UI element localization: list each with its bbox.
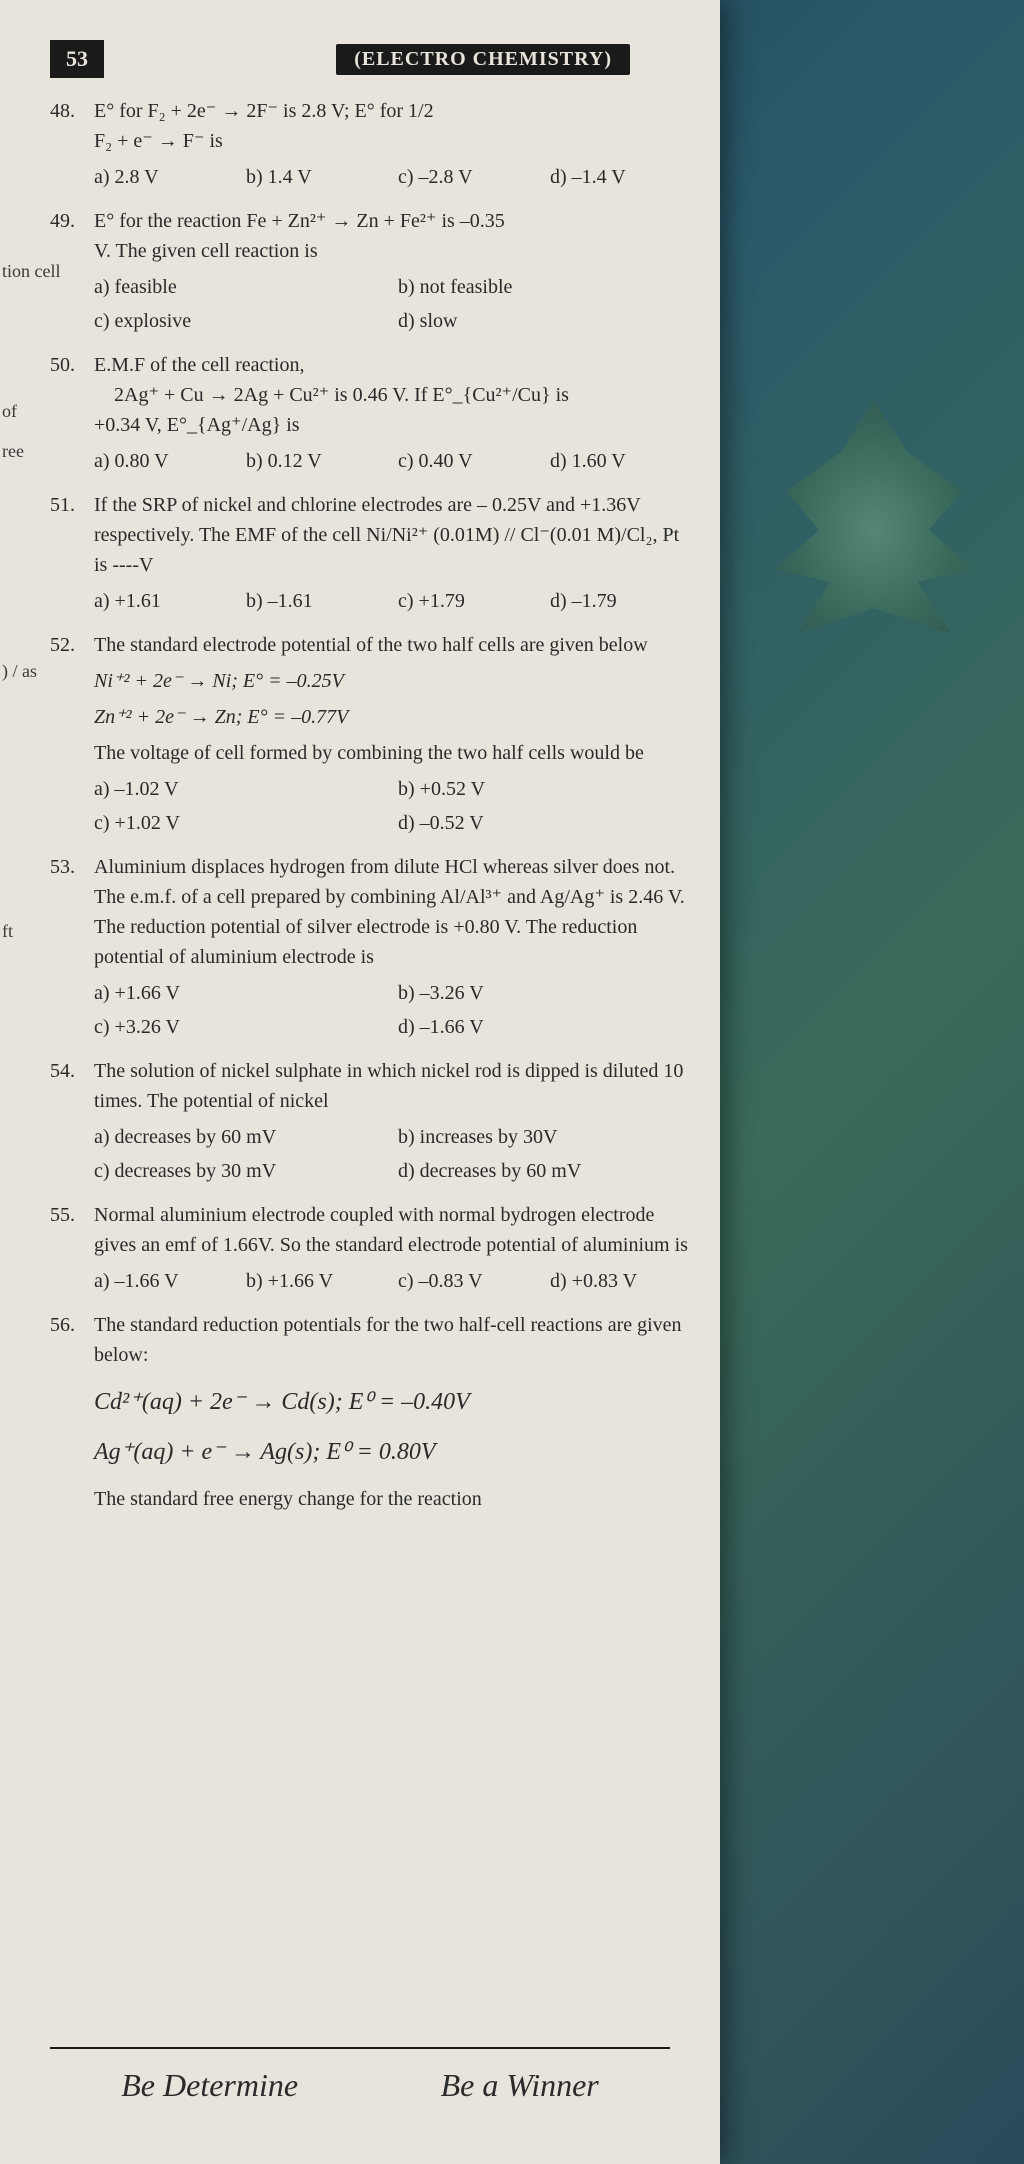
equation: Cd²⁺(aq) + 2e⁻ → Cd(s); E⁰ = –0.40V [94, 1384, 690, 1420]
option-b: b) not feasible [398, 272, 690, 302]
question-text: The solution of nickel sulphate in which… [94, 1056, 690, 1116]
option-b: b) –3.26 V [398, 978, 690, 1008]
option-a: a) 2.8 V [94, 162, 234, 192]
option-c: c) 0.40 V [398, 446, 538, 476]
option-a: a) –1.02 V [94, 774, 386, 804]
margin-note: ) / as [2, 660, 37, 683]
equation: Zn⁺² + 2e⁻ → Zn; E° = –0.77V [94, 702, 690, 732]
question-text: V. The given cell reaction is [94, 236, 690, 266]
option-d: d) –1.4 V [550, 162, 690, 192]
option-c: c) –0.83 V [398, 1266, 538, 1296]
option-d: d) –1.79 [550, 586, 690, 616]
question-number: 51. [50, 490, 94, 616]
question-53: 53. Aluminium displaces hydrogen from di… [50, 852, 690, 1042]
question-text: Aluminium displaces hydrogen from dilute… [94, 852, 690, 972]
question-number: 50. [50, 350, 94, 476]
equation: Ag⁺(aq) + e⁻ → Ag(s); E⁰ = 0.80V [94, 1434, 690, 1470]
margin-note: tion cell [2, 260, 60, 283]
page-footer: Be Determine Be a Winner [50, 2047, 670, 2104]
question-text: E° for F₂ + 2e⁻ → 2F⁻ is 2.8 V; E° for 1… [94, 96, 690, 126]
question-text: F₂ + e⁻ → F⁻ is [94, 126, 690, 156]
question-text: The standard electrode potential of the … [94, 630, 690, 660]
option-c: c) decreases by 30 mV [94, 1156, 386, 1186]
page-header: 53 (ELECTRO CHEMISTRY) [50, 40, 690, 78]
question-number: 52. [50, 630, 94, 838]
option-b: b) 0.12 V [246, 446, 386, 476]
option-b: b) +1.66 V [246, 1266, 386, 1296]
option-c: c) –2.8 V [398, 162, 538, 192]
question-number: 48. [50, 96, 94, 192]
margin-note: ft [2, 920, 13, 943]
option-c: c) explosive [94, 306, 386, 336]
chapter-title: (ELECTRO CHEMISTRY) [336, 44, 630, 75]
question-50: 50. E.M.F of the cell reaction, 2Ag⁺ + C… [50, 350, 690, 476]
exam-page: 53 (ELECTRO CHEMISTRY) tion cell of ree … [0, 0, 720, 2164]
option-b: b) increases by 30V [398, 1122, 690, 1152]
question-number: 54. [50, 1056, 94, 1186]
option-a: a) 0.80 V [94, 446, 234, 476]
option-c: c) +3.26 V [94, 1012, 386, 1042]
option-c: c) +1.02 V [94, 808, 386, 838]
question-52: 52. The standard electrode potential of … [50, 630, 690, 838]
option-c: c) +1.79 [398, 586, 538, 616]
question-text: The standard reduction potentials for th… [94, 1310, 690, 1370]
option-d: d) 1.60 V [550, 446, 690, 476]
question-51: 51. If the SRP of nickel and chlorine el… [50, 490, 690, 616]
question-56: 56. The standard reduction potentials fo… [50, 1310, 690, 1514]
question-number: 55. [50, 1200, 94, 1296]
question-text: 2Ag⁺ + Cu → 2Ag + Cu²⁺ is 0.46 V. If E°_… [114, 380, 690, 410]
question-55: 55. Normal aluminium electrode coupled w… [50, 1200, 690, 1296]
question-text: E.M.F of the cell reaction, [94, 350, 690, 380]
question-48: 48. E° for F₂ + 2e⁻ → 2F⁻ is 2.8 V; E° f… [50, 96, 690, 192]
option-b: b) –1.61 [246, 586, 386, 616]
option-b: b) 1.4 V [246, 162, 386, 192]
footer-motto-right: Be a Winner [441, 2067, 599, 2104]
option-a: a) –1.66 V [94, 1266, 234, 1296]
page-number: 53 [50, 40, 104, 78]
question-text: +0.34 V, E°_{Ag⁺/Ag} is [94, 410, 690, 440]
question-text: E° for the reaction Fe + Zn²⁺ → Zn + Fe²… [94, 206, 690, 236]
question-49: 49. E° for the reaction Fe + Zn²⁺ → Zn +… [50, 206, 690, 336]
question-text: The voltage of cell formed by combining … [94, 738, 690, 768]
question-54: 54. The solution of nickel sulphate in w… [50, 1056, 690, 1186]
margin-note: of [2, 400, 17, 423]
question-text: The standard free energy change for the … [94, 1484, 690, 1514]
option-d: d) slow [398, 306, 690, 336]
option-b: b) +0.52 V [398, 774, 690, 804]
option-a: a) +1.66 V [94, 978, 386, 1008]
footer-motto-left: Be Determine [121, 2067, 298, 2104]
margin-note: ree [2, 440, 24, 463]
footer-divider [50, 2047, 670, 2049]
option-a: a) decreases by 60 mV [94, 1122, 386, 1152]
question-text: Normal aluminium electrode coupled with … [94, 1200, 690, 1260]
question-text: If the SRP of nickel and chlorine electr… [94, 490, 690, 580]
option-d: d) –1.66 V [398, 1012, 690, 1042]
option-d: d) +0.83 V [550, 1266, 690, 1296]
option-a: a) feasible [94, 272, 386, 302]
option-a: a) +1.61 [94, 586, 234, 616]
option-d: d) decreases by 60 mV [398, 1156, 690, 1186]
decorative-leaf [764, 400, 984, 660]
question-number: 56. [50, 1310, 94, 1514]
equation: Ni⁺² + 2e⁻ → Ni; E° = –0.25V [94, 666, 690, 696]
option-d: d) –0.52 V [398, 808, 690, 838]
question-number: 53. [50, 852, 94, 1042]
